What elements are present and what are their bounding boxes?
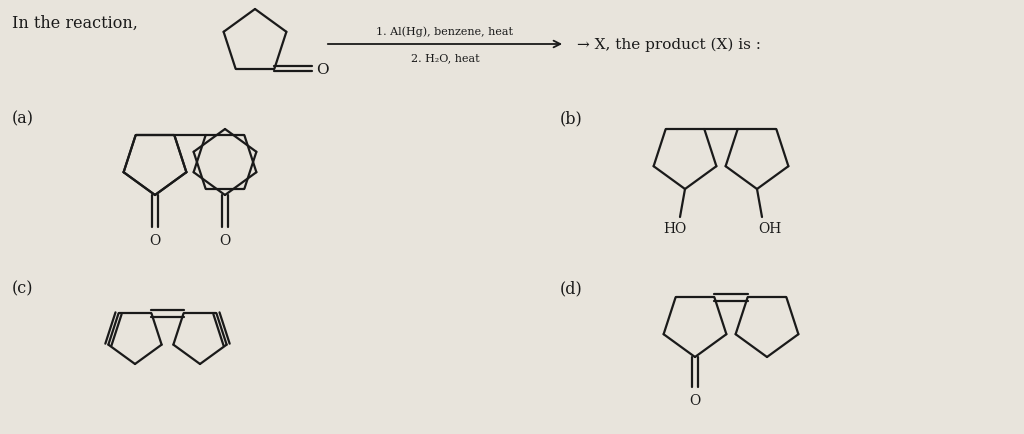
- Text: OH: OH: [759, 221, 781, 236]
- Text: (c): (c): [12, 279, 34, 296]
- Text: → X, the product (X) is :: → X, the product (X) is :: [577, 38, 761, 52]
- Text: O: O: [316, 62, 329, 76]
- Text: O: O: [219, 233, 230, 247]
- Text: In the reaction,: In the reaction,: [12, 15, 138, 32]
- Text: (a): (a): [12, 110, 34, 127]
- Text: 1. Al(Hg), benzene, heat: 1. Al(Hg), benzene, heat: [377, 26, 513, 37]
- Text: O: O: [150, 233, 161, 247]
- Text: O: O: [689, 393, 700, 407]
- Text: (b): (b): [560, 110, 583, 127]
- Text: 2. H₂O, heat: 2. H₂O, heat: [411, 53, 479, 63]
- Text: (d): (d): [560, 279, 583, 296]
- Text: HO: HO: [664, 221, 687, 236]
